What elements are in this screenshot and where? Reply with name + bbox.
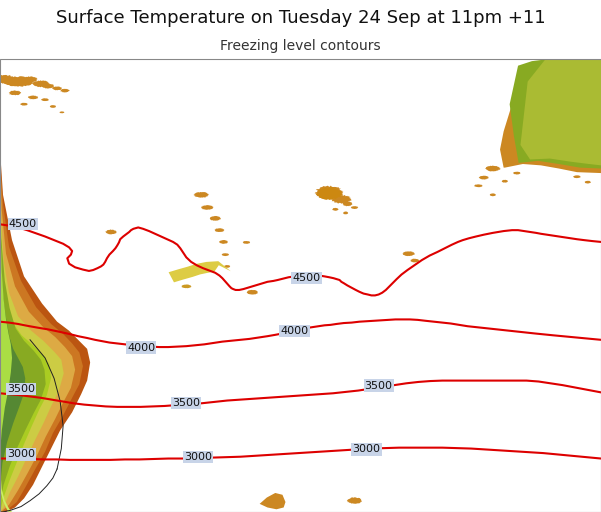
Polygon shape xyxy=(573,175,581,178)
Polygon shape xyxy=(513,172,520,175)
Polygon shape xyxy=(585,181,591,184)
Text: 3500: 3500 xyxy=(7,384,35,394)
Polygon shape xyxy=(490,194,496,196)
Polygon shape xyxy=(331,195,352,204)
Polygon shape xyxy=(485,165,501,172)
Polygon shape xyxy=(2,76,34,87)
Polygon shape xyxy=(0,59,46,503)
Polygon shape xyxy=(343,211,348,215)
Polygon shape xyxy=(402,251,415,256)
Polygon shape xyxy=(316,187,343,200)
Polygon shape xyxy=(222,253,229,256)
Polygon shape xyxy=(520,59,601,165)
Polygon shape xyxy=(59,112,64,113)
Polygon shape xyxy=(474,184,483,187)
Text: 4500: 4500 xyxy=(293,273,320,283)
Text: 4000: 4000 xyxy=(281,326,308,336)
Text: 3500: 3500 xyxy=(172,398,200,408)
Polygon shape xyxy=(500,59,601,173)
Polygon shape xyxy=(260,493,285,509)
Polygon shape xyxy=(246,290,258,295)
Polygon shape xyxy=(347,497,362,504)
Polygon shape xyxy=(0,75,16,83)
Polygon shape xyxy=(502,180,508,183)
Polygon shape xyxy=(210,216,221,221)
Polygon shape xyxy=(0,59,51,512)
Polygon shape xyxy=(332,208,338,211)
Polygon shape xyxy=(52,87,62,90)
Polygon shape xyxy=(0,81,12,453)
Polygon shape xyxy=(315,185,343,200)
Polygon shape xyxy=(0,59,75,512)
Polygon shape xyxy=(215,228,225,232)
Polygon shape xyxy=(41,83,54,89)
Text: 4000: 4000 xyxy=(127,343,155,353)
Polygon shape xyxy=(0,59,90,512)
Polygon shape xyxy=(479,176,489,180)
Text: 3000: 3000 xyxy=(353,444,380,455)
Polygon shape xyxy=(410,259,419,263)
Text: 3000: 3000 xyxy=(185,452,212,462)
Text: Surface Temperature on Tuesday 24 Sep at 11pm +11: Surface Temperature on Tuesday 24 Sep at… xyxy=(56,9,545,27)
Polygon shape xyxy=(105,229,117,234)
Polygon shape xyxy=(342,201,353,206)
Polygon shape xyxy=(224,265,230,268)
Polygon shape xyxy=(8,90,21,95)
Polygon shape xyxy=(194,192,209,198)
Polygon shape xyxy=(243,241,250,244)
Polygon shape xyxy=(28,95,38,99)
Text: 3000: 3000 xyxy=(7,450,35,459)
Polygon shape xyxy=(60,89,70,93)
Polygon shape xyxy=(32,80,50,87)
Polygon shape xyxy=(351,206,358,209)
Polygon shape xyxy=(0,59,25,487)
Polygon shape xyxy=(319,196,327,199)
Polygon shape xyxy=(169,261,231,282)
Polygon shape xyxy=(201,205,213,210)
Polygon shape xyxy=(41,98,49,101)
Polygon shape xyxy=(182,285,192,288)
Text: Freezing level contours: Freezing level contours xyxy=(220,39,381,53)
Polygon shape xyxy=(0,59,83,512)
Polygon shape xyxy=(0,431,12,512)
Polygon shape xyxy=(50,105,56,108)
Polygon shape xyxy=(510,59,601,168)
Polygon shape xyxy=(0,59,64,512)
Text: 4500: 4500 xyxy=(9,219,37,229)
Polygon shape xyxy=(219,240,228,244)
Polygon shape xyxy=(22,76,37,82)
Text: 3500: 3500 xyxy=(365,380,392,391)
Polygon shape xyxy=(20,103,28,105)
